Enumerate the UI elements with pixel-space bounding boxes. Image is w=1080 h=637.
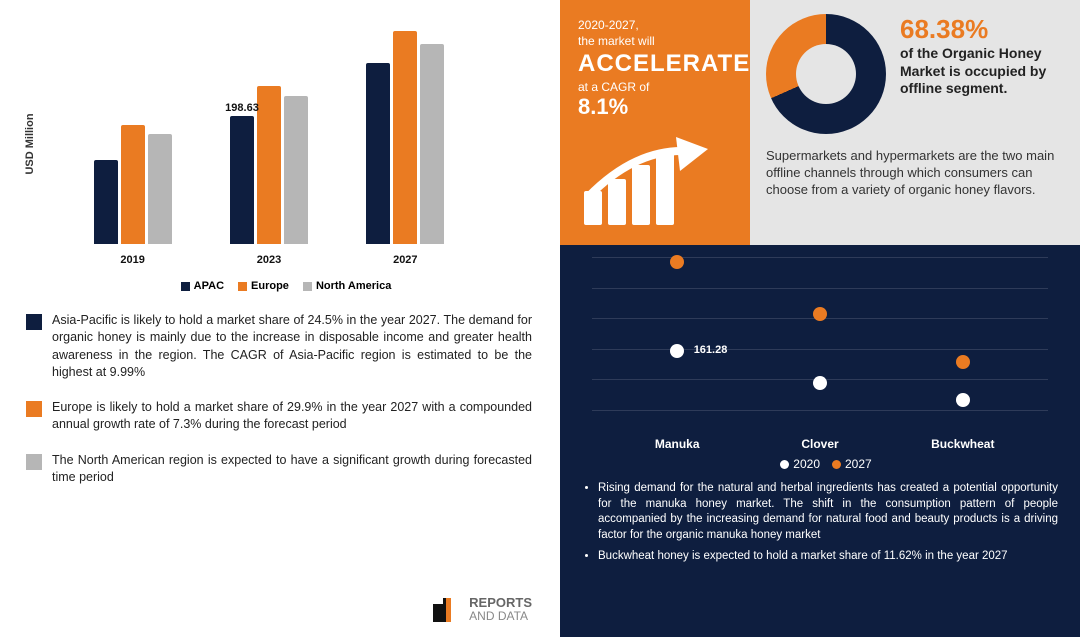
bar-chart-legend: APAC Europe North America (26, 280, 532, 292)
legend-swatch (303, 282, 312, 291)
legend-swatch (780, 460, 789, 469)
dot-chart-gridline (592, 410, 1048, 411)
region-note: The North American region is expected to… (26, 452, 532, 487)
accelerate-headline: ACCELERATE (578, 50, 734, 78)
bar-chart-annotation: 198.63 (225, 102, 259, 114)
dot-chart-gridline (592, 349, 1048, 350)
dot-chart-legend: 2020 2027 (582, 457, 1058, 471)
dot-chart-category-label: Clover (801, 437, 838, 451)
dot-marker (813, 307, 827, 321)
dot-chart-gridline (592, 257, 1048, 258)
note-text: The North American region is expected to… (52, 452, 532, 487)
donut-title-rest: of the Organic Honey Market is occupied … (900, 45, 1062, 98)
donut-percentage: 68.38% (900, 14, 1062, 45)
brand-line1: REPORTS (469, 596, 532, 609)
dot-chart-category-label: Buckwheat (931, 437, 994, 451)
bar (230, 116, 254, 244)
bar-chart: USD Million 198.63 201920232027 (50, 14, 532, 274)
donut-chart (766, 14, 886, 134)
cagr-value: 8.1% (578, 94, 734, 120)
market-will-text: the market will (578, 34, 734, 48)
legend-label: 2020 (793, 457, 820, 471)
dot-chart-gridline (592, 288, 1048, 289)
legend-swatch (181, 282, 190, 291)
bar (121, 125, 145, 244)
bar (148, 134, 172, 244)
legend-label: APAC (194, 280, 224, 292)
cagr-line: at a CAGR of (578, 80, 734, 94)
dot-chart: Manuka Clover Buckwheat 161.28 (582, 253, 1058, 453)
region-note: Asia-Pacific is likely to hold a market … (26, 312, 532, 381)
note-text: Asia-Pacific is likely to hold a market … (52, 312, 532, 381)
donut-paragraph: Supermarkets and hypermarkets are the tw… (766, 148, 1062, 199)
bar-chart-ylabel: USD Million (24, 113, 36, 174)
bar-chart-xlabel: 2023 (257, 254, 281, 266)
bar-chart-xlabel: 2027 (393, 254, 417, 266)
logo-mark-icon (433, 598, 459, 622)
legend-label: Europe (251, 280, 289, 292)
dot-chart-category-label: Manuka (655, 437, 700, 451)
brand-logo: REPORTS AND DATA (26, 588, 532, 623)
dot-marker (670, 344, 684, 358)
region-note: Europe is likely to hold a market share … (26, 399, 532, 434)
region-notes: Asia-Pacific is likely to hold a market … (26, 312, 532, 504)
donut-panel: 68.38% of the Organic Honey Market is oc… (750, 0, 1080, 245)
bar (420, 44, 444, 244)
legend-swatch (238, 282, 247, 291)
bar (366, 63, 390, 244)
bullet-item: Rising demand for the natural and herbal… (598, 481, 1058, 543)
dot-marker (813, 376, 827, 390)
legend-swatch (832, 460, 841, 469)
bar (393, 31, 417, 244)
dot-marker (956, 355, 970, 369)
bar (94, 160, 118, 244)
legend-label: North America (316, 280, 391, 292)
note-swatch (26, 314, 42, 330)
bar (284, 96, 308, 245)
period-text: 2020-2027, (578, 18, 734, 32)
note-swatch (26, 401, 42, 417)
brand-line2: AND DATA (469, 609, 532, 623)
note-text: Europe is likely to hold a market share … (52, 399, 532, 434)
dot-chart-annotation: 161.28 (694, 344, 728, 356)
legend-label: 2027 (845, 457, 872, 471)
dot-chart-bullets: Rising demand for the natural and herbal… (582, 481, 1058, 565)
accelerate-card: 2020-2027, the market will ACCELERATE at… (560, 0, 750, 245)
dot-marker (956, 393, 970, 407)
bar (257, 86, 281, 244)
growth-arrow-icon (578, 130, 734, 231)
note-swatch (26, 454, 42, 470)
bullet-item: Buckwheat honey is expected to hold a ma… (598, 549, 1058, 565)
bar-chart-xlabel: 2019 (120, 254, 144, 266)
dot-marker (670, 255, 684, 269)
